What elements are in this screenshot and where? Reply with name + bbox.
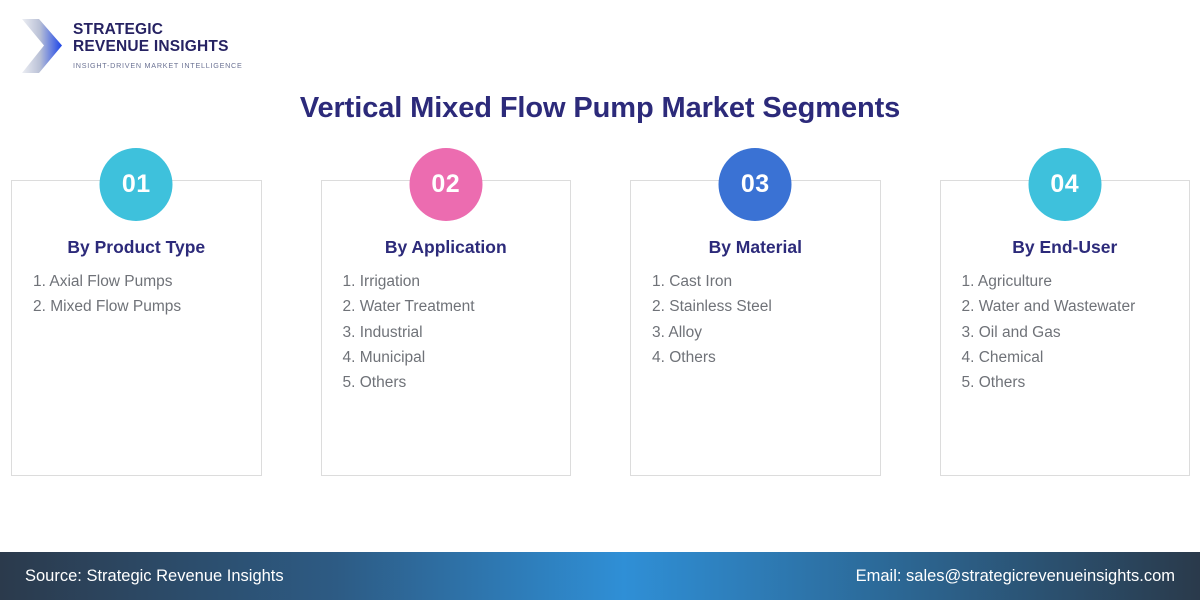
segment-card-application: 02 By Application 1. Irrigation 2. Water… xyxy=(320,148,571,476)
segment-card-title: By Material xyxy=(708,237,802,257)
segment-card-title: By Product Type xyxy=(67,237,206,257)
footer-bar: Source: Strategic Revenue Insights Email… xyxy=(0,552,1200,600)
segment-card-title: By End-User xyxy=(1012,237,1118,257)
segment-item-list: 1. Irrigation 2. Water Treatment 3. Indu… xyxy=(322,269,571,395)
list-item: 2. Water and Wastewater xyxy=(961,298,1136,316)
segment-item-list: 1. Axial Flow Pumps 2. Mixed Flow Pumps xyxy=(12,269,261,320)
list-item: 4. Others xyxy=(652,348,716,366)
logo-wordmark: STRATEGIC REVENUE INSIGHTS INSIGHT-DRIVE… xyxy=(73,20,243,71)
segment-card-product-type: 01 By Product Type 1. Axial Flow Pumps 2… xyxy=(11,148,262,476)
footer-email[interactable]: Email: sales@strategicrevenueinsights.co… xyxy=(855,566,1175,585)
segment-card-material: 03 By Material 1. Cast Iron 2. Stainless… xyxy=(630,148,881,476)
list-item: 3. Industrial xyxy=(342,323,423,341)
logo-line-2: REVENUE INSIGHTS xyxy=(73,37,229,55)
segment-item-list: 1. Cast Iron 2. Stainless Steel 3. Alloy… xyxy=(631,269,880,370)
list-item: 5. Others xyxy=(342,374,407,391)
list-item: 1. Irrigation xyxy=(342,273,421,290)
page-title: Vertical Mixed Flow Pump Market Segments xyxy=(299,92,901,124)
list-item: 5. Others xyxy=(961,374,1026,391)
footer-source: Source: Strategic Revenue Insights xyxy=(25,566,284,585)
list-item: 1. Cast Iron xyxy=(652,273,733,290)
list-item: 3. Alloy xyxy=(652,323,702,341)
logo-tagline: INSIGHT-DRIVEN MARKET INTELLIGENCE xyxy=(73,61,243,71)
segment-item-list: 1. Agriculture 2. Water and Wastewater 3… xyxy=(941,269,1190,395)
logo-line-1: STRATEGIC xyxy=(73,20,164,38)
list-item: 1. Axial Flow Pumps xyxy=(33,273,173,290)
list-item: 3. Oil and Gas xyxy=(961,323,1061,341)
segment-number-badge: 02 xyxy=(409,148,483,221)
brand-logo: STRATEGIC REVENUE INSIGHTS INSIGHT-DRIVE… xyxy=(20,18,243,74)
list-item: 2. Water Treatment xyxy=(342,298,475,316)
chevron-arrow-logo-icon xyxy=(20,18,64,74)
segment-number-badge: 03 xyxy=(718,148,792,221)
segment-card-end-user: 04 By End-User 1. Agriculture 2. Water a… xyxy=(939,148,1190,476)
segment-cards: 01 By Product Type 1. Axial Flow Pumps 2… xyxy=(11,148,1190,476)
list-item: 2. Stainless Steel xyxy=(652,298,772,316)
segment-number-badge: 04 xyxy=(1028,148,1102,221)
list-item: 4. Municipal xyxy=(342,348,426,366)
list-item: 1. Agriculture xyxy=(961,273,1052,290)
segment-card-title: By Application xyxy=(384,237,507,257)
list-item: 4. Chemical xyxy=(961,348,1044,366)
list-item: 2. Mixed Flow Pumps xyxy=(33,298,182,316)
segment-number-badge: 01 xyxy=(99,148,173,221)
